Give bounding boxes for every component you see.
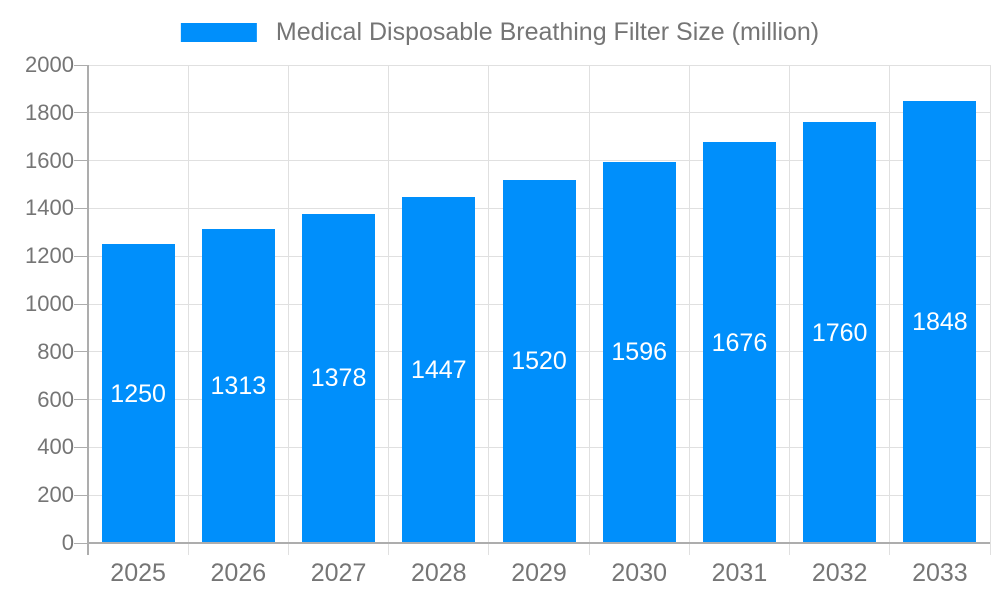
- x-axis-label: 2030: [611, 559, 668, 587]
- y-axis-tick: [74, 303, 88, 305]
- y-axis-tick: [74, 112, 88, 114]
- y-axis-label: 1800: [25, 99, 74, 125]
- x-axis-tick: [388, 543, 390, 555]
- x-axis-label: 2028: [410, 559, 467, 587]
- x-axis-line: [88, 542, 990, 544]
- x-gridline: [989, 65, 991, 543]
- bar[interactable]: [702, 142, 776, 543]
- bar-value-label: 1378: [310, 364, 367, 393]
- x-axis-tick: [989, 543, 991, 555]
- x-gridline: [688, 65, 690, 543]
- bar-value-label: 1447: [410, 356, 467, 385]
- x-axis-label: 2025: [110, 559, 166, 587]
- bar[interactable]: [903, 101, 977, 543]
- y-gridline: [88, 64, 990, 66]
- y-axis-tick: [74, 207, 88, 209]
- x-axis-label: 2026: [210, 559, 267, 587]
- x-axis-label: 2027: [310, 559, 367, 587]
- legend-label: Medical Disposable Breathing Filter Size…: [275, 18, 820, 46]
- x-axis-label: 2029: [511, 559, 567, 587]
- bar-value-label: 1596: [611, 338, 668, 367]
- y-axis-tick: [74, 255, 88, 257]
- bar[interactable]: [302, 213, 376, 543]
- y-axis-label: 1200: [25, 243, 74, 269]
- y-axis-tick: [74, 446, 88, 448]
- bar-value-label: 1848: [912, 308, 968, 337]
- bar-value-label: 1676: [711, 328, 768, 357]
- y-axis-label: 2000: [25, 52, 74, 77]
- x-axis-tick: [588, 543, 590, 555]
- bar[interactable]: [101, 244, 175, 543]
- x-axis-label: 2032: [811, 559, 868, 587]
- x-axis-tick: [789, 543, 791, 555]
- y-axis-label: 1400: [25, 195, 74, 221]
- y-axis-label: 400: [37, 434, 74, 460]
- y-axis-tick: [74, 399, 88, 401]
- x-axis-tick: [488, 543, 490, 555]
- legend-item[interactable]: Medical Disposable Breathing Filter Size…: [180, 16, 820, 48]
- y-axis-label: 200: [37, 482, 74, 508]
- bar-value-label: 1760: [811, 318, 868, 347]
- x-axis-tick: [287, 543, 289, 555]
- x-axis-tick: [688, 543, 690, 555]
- y-axis-label: 600: [37, 386, 74, 412]
- y-axis-line: [87, 65, 89, 555]
- y-axis-tick: [74, 64, 88, 66]
- x-axis-label: 2031: [711, 559, 768, 587]
- y-axis-label: 800: [37, 338, 74, 364]
- x-gridline: [889, 65, 891, 543]
- y-axis-label: 1600: [25, 147, 74, 173]
- x-gridline: [488, 65, 490, 543]
- x-gridline: [388, 65, 390, 543]
- bar-value-label: 1250: [110, 379, 166, 408]
- x-gridline: [287, 65, 289, 543]
- x-axis-tick: [187, 543, 189, 555]
- y-axis-tick: [74, 160, 88, 162]
- x-axis-tick: [889, 543, 891, 555]
- bar[interactable]: [602, 161, 676, 543]
- bar[interactable]: [803, 122, 877, 543]
- y-axis-label: 1000: [25, 291, 74, 316]
- y-axis-tick: [74, 542, 88, 544]
- x-gridline: [588, 65, 590, 543]
- y-axis-tick: [74, 351, 88, 353]
- bar-value-label: 1520: [511, 347, 567, 376]
- y-axis-tick: [74, 494, 88, 496]
- legend-swatch-icon: [180, 22, 257, 42]
- y-gridline: [88, 160, 990, 162]
- bar-value-label: 1313: [210, 372, 267, 401]
- bar[interactable]: [201, 229, 275, 543]
- x-axis-label: 2033: [912, 559, 968, 587]
- bar[interactable]: [402, 197, 476, 543]
- x-gridline: [187, 65, 189, 543]
- y-axis-label: 0: [61, 530, 74, 555]
- x-gridline: [789, 65, 791, 543]
- bar[interactable]: [502, 179, 576, 543]
- y-gridline: [88, 112, 990, 114]
